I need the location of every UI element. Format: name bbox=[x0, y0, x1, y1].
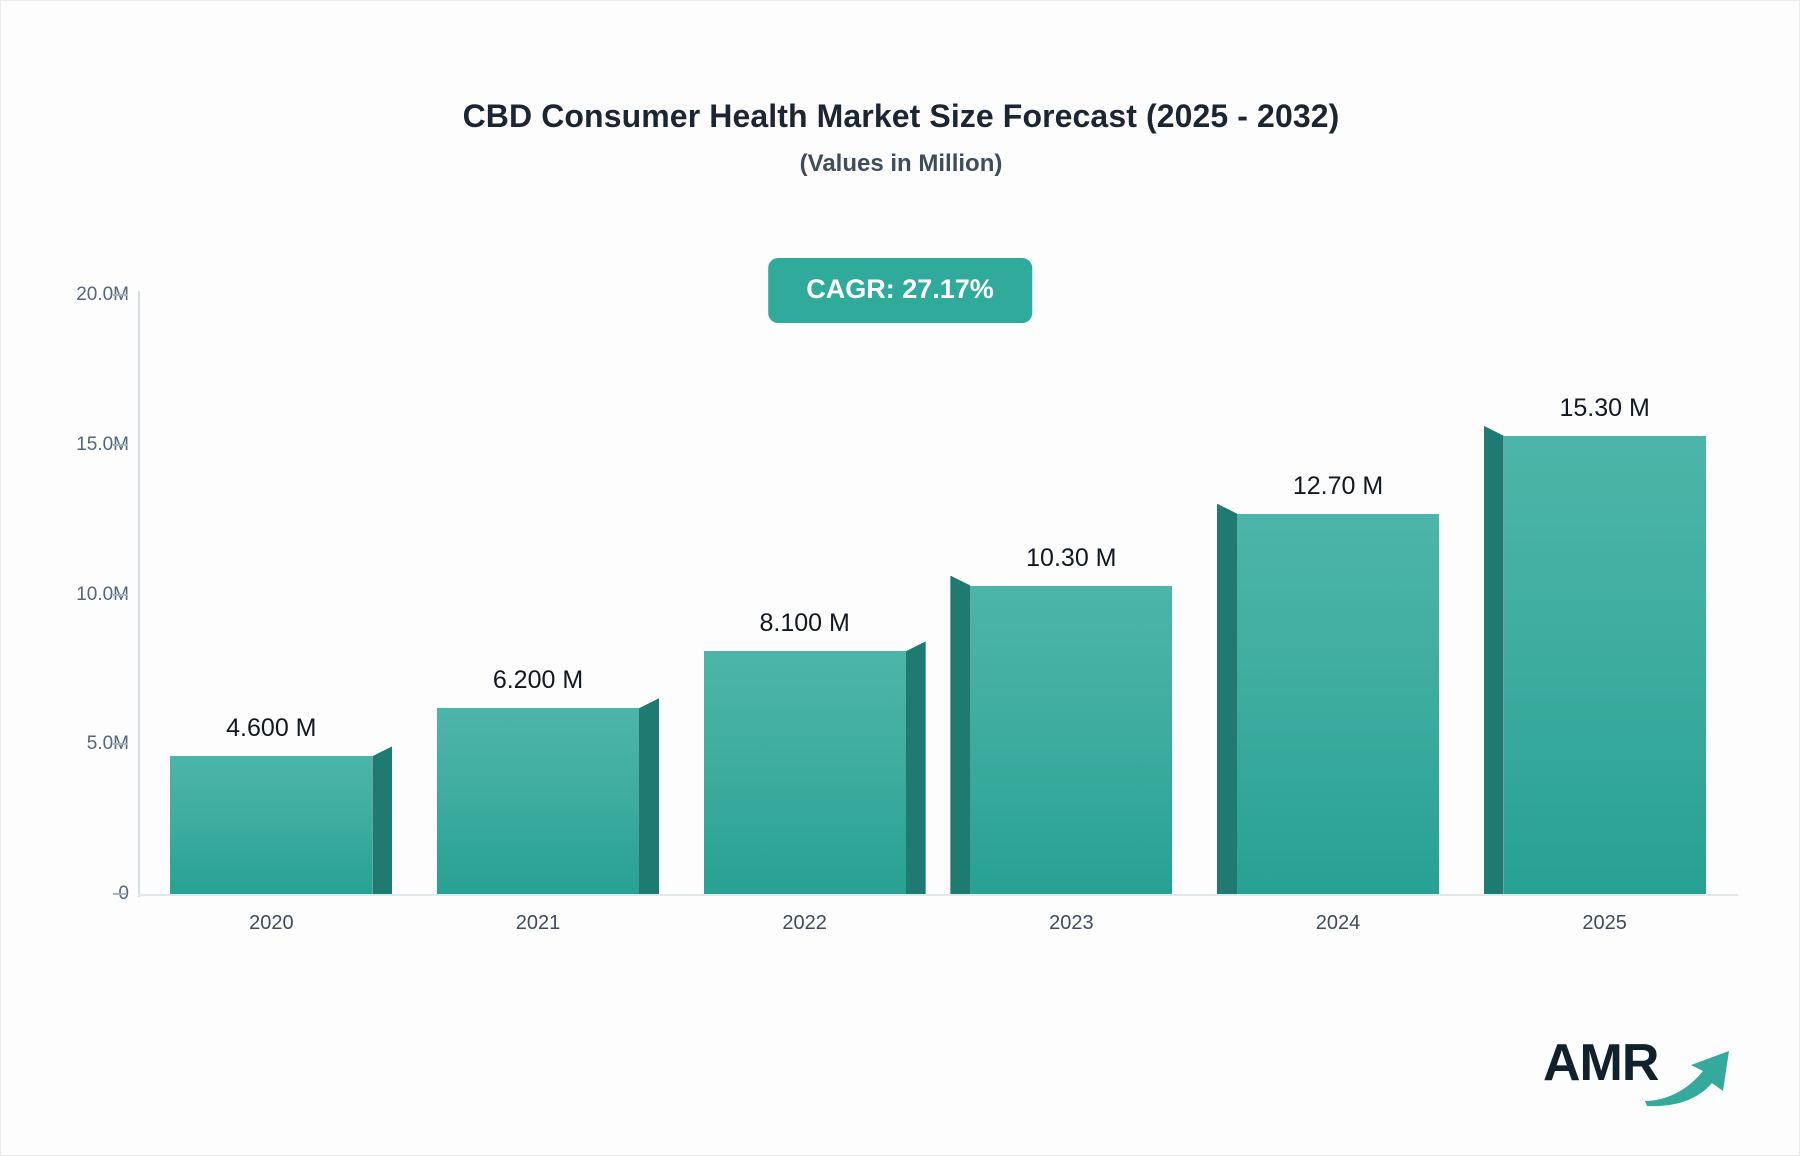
bar-value-label: 8.100 M bbox=[759, 609, 850, 638]
bar[interactable] bbox=[1503, 435, 1706, 894]
x-axis-tick-label: 2025 bbox=[1582, 912, 1627, 934]
bar-side-face bbox=[639, 698, 659, 894]
bar[interactable] bbox=[437, 708, 639, 894]
y-axis-line bbox=[138, 291, 140, 897]
y-axis-tick-mark bbox=[113, 294, 127, 296]
amr-logo: AMR bbox=[1543, 1033, 1733, 1111]
growth-arrow-icon bbox=[1645, 1051, 1729, 1107]
x-axis-tick-label: 2024 bbox=[1315, 912, 1361, 934]
y-axis-tick-label: 20.0M bbox=[76, 284, 129, 305]
bar-value-label: 6.200 M bbox=[492, 666, 584, 695]
bar-value-label: 15.30 M bbox=[1559, 393, 1650, 422]
bar[interactable] bbox=[970, 585, 1173, 894]
bar[interactable] bbox=[170, 756, 373, 894]
bars-layer: 4.600 M 6.200 M 8.100 M 10.30 M 12.70 M 15.30… bbox=[138, 1, 1738, 1157]
bar-value-label: 10.30 M bbox=[1026, 543, 1117, 572]
x-axis-line bbox=[138, 894, 1738, 896]
chart-subtitle: (Values in Million) bbox=[799, 150, 1003, 178]
bar-value-label: 12.70 M bbox=[1292, 471, 1384, 500]
y-axis-tick-label: 10.0M bbox=[76, 583, 129, 605]
title-block: CBD Consumer Health Market Size Forecast… bbox=[1, 97, 1800, 178]
logo-text: AMR bbox=[1543, 1034, 1659, 1092]
cagr-badge: CAGR: 27.17% bbox=[768, 258, 1032, 323]
x-axis-tick-label: 2021 bbox=[515, 912, 561, 934]
y-axis-tick-label: 0 bbox=[1, 883, 129, 905]
y-axis-tick-label: 15.0M bbox=[76, 433, 129, 455]
bar-side-face bbox=[950, 575, 971, 894]
bar[interactable] bbox=[703, 651, 906, 894]
y-axis-tick-mark bbox=[113, 743, 127, 746]
bar-side-face bbox=[905, 641, 926, 894]
x-axis-tick-label: 2020 bbox=[249, 912, 294, 934]
y-axis-tick-mark bbox=[113, 443, 127, 446]
y-axis-tick-mark bbox=[113, 593, 127, 596]
bar-side-face bbox=[1483, 425, 1504, 894]
page-title: CBD Consumer Health Market Size Forecast… bbox=[462, 98, 1340, 134]
bar[interactable] bbox=[1237, 513, 1439, 894]
x-axis-tick-label: 2023 bbox=[1049, 912, 1094, 934]
x-axis-tick-label: 2022 bbox=[782, 912, 827, 934]
y-axis-tick-label: 5.0M bbox=[86, 733, 129, 755]
bar-side-face bbox=[372, 746, 393, 894]
y-axis-tick-mark bbox=[113, 893, 127, 895]
bar-side-face bbox=[1217, 503, 1237, 894]
bar-value-label: 4.600 M bbox=[226, 714, 317, 743]
